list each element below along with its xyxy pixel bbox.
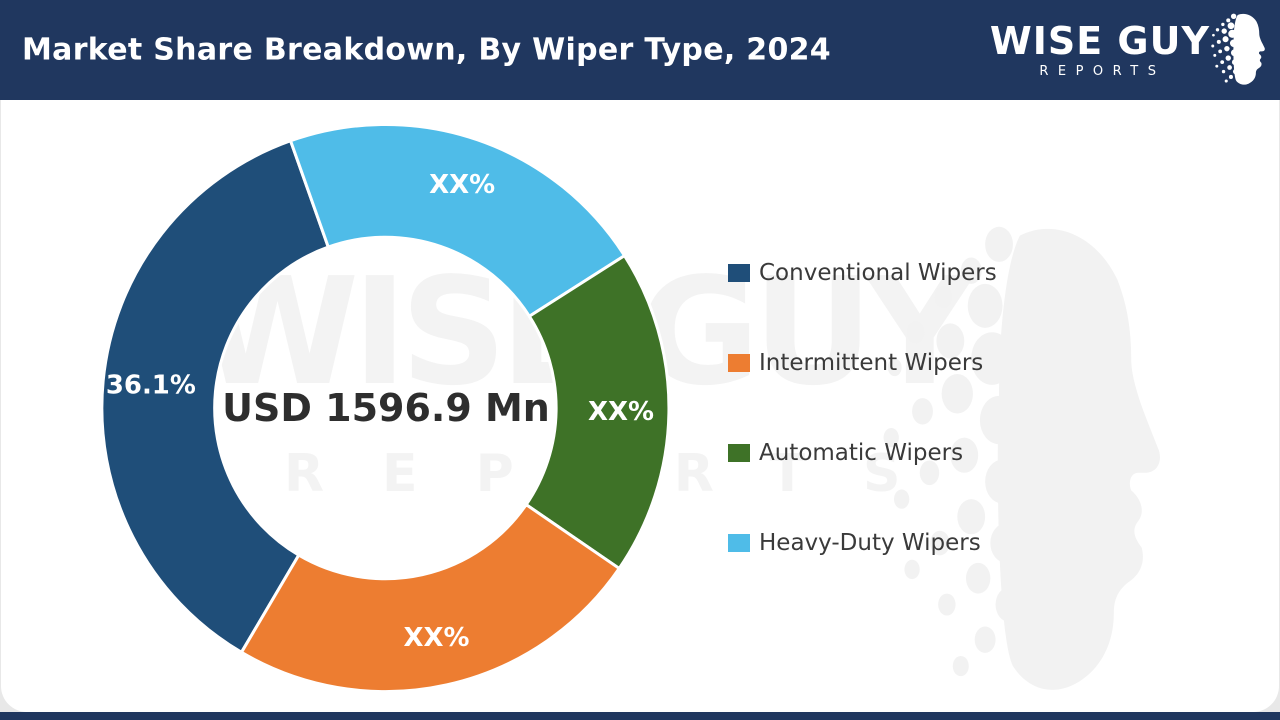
- legend-label-automatic-wipers: Automatic Wipers: [759, 440, 964, 466]
- legend-marker-heavy-duty-wipers: [728, 534, 750, 552]
- logo-wordmark: WISE GUY: [989, 18, 1210, 63]
- legend-marker-conventional-wipers: [728, 264, 750, 282]
- segment-heavy-duty-wipers: [289, 122, 627, 318]
- wise-guy-reports-logo: WISE GUY REPORTS: [990, 10, 1266, 90]
- page-title: Market Share Breakdown, By Wiper Type, 2…: [22, 32, 831, 68]
- legend-item-heavy-duty-wipers: Heavy-Duty Wipers: [728, 529, 997, 557]
- logo-text: WISE GUY REPORTS: [990, 22, 1210, 79]
- legend-item-intermittent-wipers: Intermittent Wipers: [728, 349, 997, 377]
- logo-subtitle: REPORTS: [1039, 63, 1166, 79]
- legend-marker-intermittent-wipers: [728, 354, 750, 372]
- segment-conventional-wipers: [100, 139, 330, 654]
- segment-value-label-heavy-duty-wipers: XX%: [429, 170, 495, 200]
- header-bar: Market Share Breakdown, By Wiper Type, 2…: [0, 0, 1280, 100]
- legend-item-automatic-wipers: Automatic Wipers: [728, 439, 997, 467]
- segment-intermittent-wipers: [239, 503, 621, 694]
- segment-value-label-automatic-wipers: XX%: [588, 397, 654, 427]
- legend-marker-automatic-wipers: [728, 444, 750, 462]
- report-card: WISE GUY REPORTS 36.1%XX%XX%XX% USD 1596…: [1, 100, 1279, 712]
- legend: Conventional Wipers Intermittent Wipers Au…: [728, 259, 997, 557]
- legend-label-heavy-duty-wipers: Heavy-Duty Wipers: [759, 530, 981, 556]
- legend-label-intermittent-wipers: Intermittent Wipers: [759, 350, 984, 376]
- segment-automatic-wipers: [524, 254, 671, 570]
- legend-item-conventional-wipers: Conventional Wipers: [728, 259, 997, 287]
- footer-bar: [0, 712, 1280, 720]
- logo-face-icon: [1211, 13, 1265, 85]
- segment-value-label-intermittent-wipers: XX%: [404, 623, 470, 653]
- donut-chart: 36.1% XX% XX% XX%: [100, 122, 671, 694]
- segment-value-label-conventional-wipers: 36.1%: [106, 371, 196, 401]
- chart-center-value: USD 1596.9 Mn: [222, 386, 550, 430]
- legend-label-conventional-wipers: Conventional Wipers: [759, 260, 997, 286]
